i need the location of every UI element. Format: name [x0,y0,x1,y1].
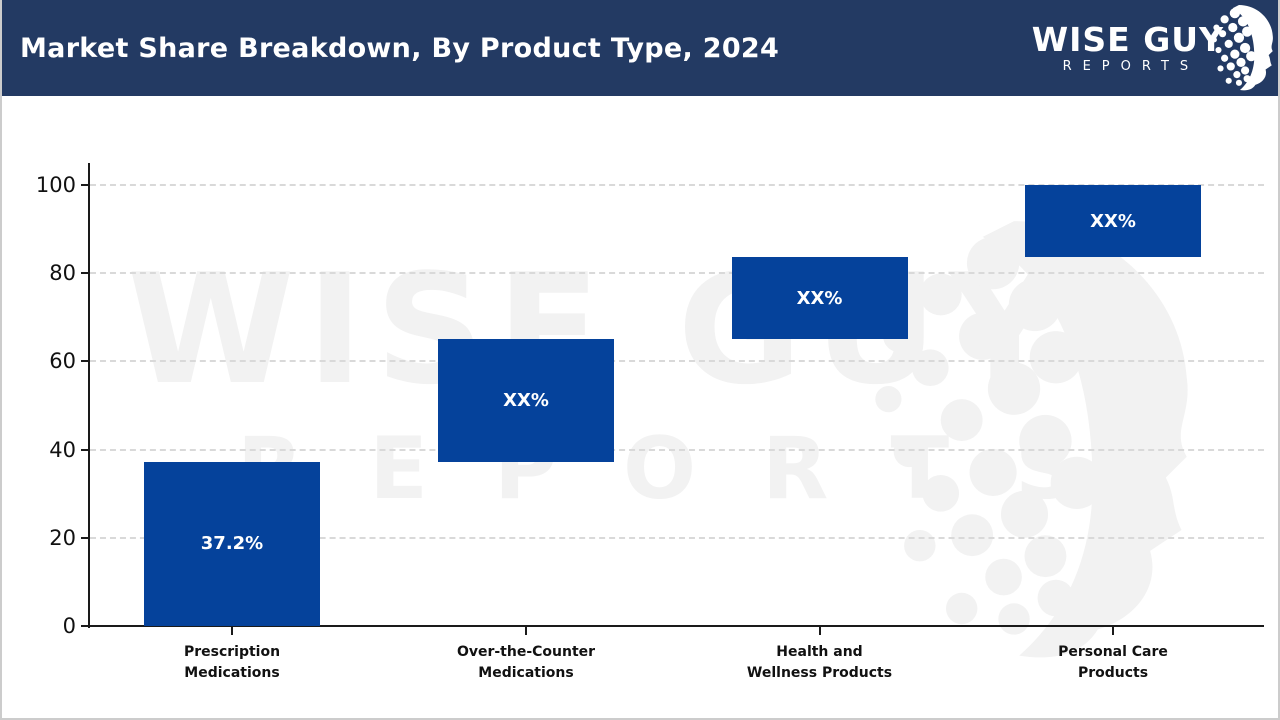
y-axis-line [88,163,90,628]
bar-value-label: XX% [796,287,843,309]
y-axis-tick-mark [81,625,90,627]
bar-segment: XX% [1025,185,1201,258]
bar-segment: 37.2% [144,461,320,626]
y-gridline [90,448,1264,451]
y-axis-tick-label: 60 [49,349,76,374]
y-axis-tick-label: 0 [62,614,76,638]
y-axis-tick-mark [81,184,90,186]
y-gridline [90,272,1264,275]
plot: 0 20 40 60 80 100 37.2% XX% XX% XX% Prescription Me… [2,96,1278,718]
x-axis-tick-mark [1112,627,1114,635]
logo-wordmark: WISE GUY [1031,20,1224,59]
y-gridline [90,536,1264,539]
header: Market Share Breakdown, By Product Type,… [2,0,1278,96]
y-axis-tick-mark [81,272,90,275]
logo-subtitle: REPORTS [1062,59,1200,74]
y-axis-tick-label: 100 [35,173,76,197]
x-axis-tick-mark [525,627,527,635]
y-axis-tick-label: 40 [49,437,76,462]
y-axis-tick-label: 20 [49,525,76,550]
y-gridline [90,360,1264,363]
x-axis-tick-mark [231,627,233,635]
y-axis-tick-mark [81,536,90,539]
bar-value-label: 37.2% [200,533,264,555]
logo-head-icon [1211,5,1273,91]
y-axis-tick-mark [81,448,90,451]
x-axis-label-line: Over-the-Counter [456,644,596,660]
logo-text: WISE GUY REPORTS [1032,23,1224,73]
x-axis-label-line: Health and [776,644,863,660]
y-gridline [90,184,1264,186]
chart-title: Market Share Breakdown, By Product Type,… [20,32,780,64]
chart-area: WISE GUY REPORTS 0 20 40 60 80 100 37.2% XX% XX%… [2,96,1278,718]
x-axis-label: Prescription Medications [82,642,382,684]
bar-value-label: XX% [503,390,549,412]
x-axis-label-line: Prescription [183,644,281,660]
x-axis-label: Health and Wellness Products [670,642,970,684]
y-axis-tick-mark [81,360,90,363]
x-axis-label-line: Medications [184,665,280,681]
x-axis-label-line: Personal Care [1058,644,1168,660]
x-axis-label: Personal Care Products [963,642,1263,684]
bar-segment: XX% [731,257,908,340]
x-axis-tick-mark [818,627,821,635]
bar-value-label: XX% [1090,210,1136,232]
x-axis-label: Over-the-Counter Medications [376,642,676,684]
y-axis-tick-label: 80 [49,261,76,286]
bar-segment: XX% [438,339,614,462]
x-axis-label-line: Medications [478,665,574,681]
x-axis-line [88,625,1264,627]
wise-guy-logo: WISE GUY REPORTS [1032,0,1274,96]
x-axis-label-line: Wellness Products [746,665,893,681]
x-axis-label-line: Products [1077,665,1149,681]
